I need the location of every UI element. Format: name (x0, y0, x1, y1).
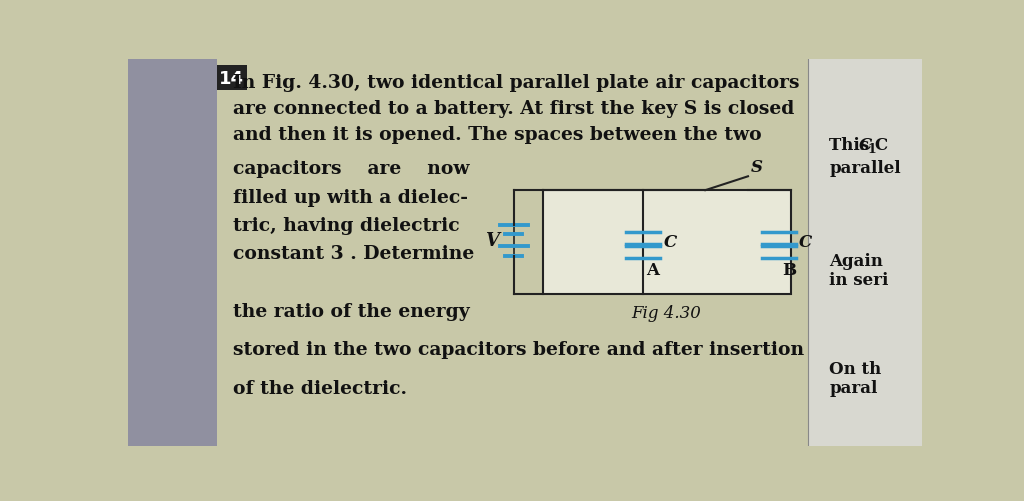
Text: in seri: in seri (829, 272, 889, 289)
Text: filled up with a dielec-: filled up with a dielec- (232, 188, 468, 206)
Text: B: B (782, 262, 797, 279)
Text: On th: On th (829, 360, 882, 377)
Text: of the dielectric.: of the dielectric. (232, 379, 407, 397)
Bar (128, 60, 217, 446)
Text: Again: Again (829, 252, 884, 269)
Text: the ratio of the energy: the ratio of the energy (232, 302, 469, 320)
Text: constant 3 . Determine: constant 3 . Determine (232, 244, 474, 263)
Text: V: V (485, 232, 500, 249)
Text: and then it is opened. The spaces between the two: and then it is opened. The spaces betwee… (232, 126, 761, 144)
Bar (543, 191, 791, 295)
Text: are connected to a battery. At first the key S is closed: are connected to a battery. At first the… (232, 100, 794, 118)
Text: C: C (859, 137, 872, 154)
Text: Fig 4.30: Fig 4.30 (632, 305, 701, 322)
Text: In Fig. 4.30, two identical parallel plate air capacitors: In Fig. 4.30, two identical parallel pla… (232, 74, 799, 92)
Text: stored in the two capacitors before and after insertion: stored in the two capacitors before and … (232, 341, 804, 359)
Text: This C: This C (829, 137, 889, 154)
Text: A: A (646, 262, 659, 279)
Text: S: S (751, 158, 762, 175)
Bar (809, 60, 922, 446)
Text: tric, having dielectric: tric, having dielectric (232, 216, 459, 234)
Bar (217, 66, 247, 91)
Text: C: C (799, 234, 812, 250)
Text: parallel: parallel (829, 160, 901, 177)
Text: capacitors    are    now: capacitors are now (232, 160, 469, 178)
Text: paral: paral (829, 379, 878, 396)
Text: 1: 1 (867, 143, 877, 156)
Text: C: C (664, 234, 677, 250)
Text: 14: 14 (219, 70, 245, 88)
